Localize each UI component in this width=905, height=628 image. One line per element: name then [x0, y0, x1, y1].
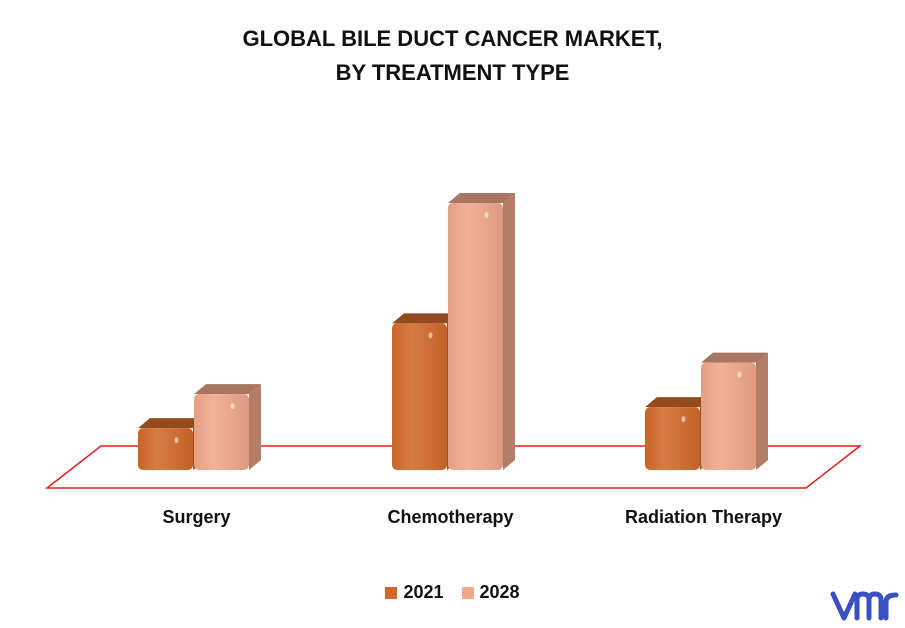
legend-label-2028: 2028	[479, 582, 520, 602]
legend-swatch-2021	[385, 586, 398, 599]
category-label-chemotherapy: Chemotherapy	[387, 507, 513, 527]
legend-item-2021: 2021	[385, 582, 444, 603]
legend: 2021 2028	[0, 582, 905, 603]
legend-item-2028: 2028	[461, 582, 520, 603]
chart-title-line-1: GLOBAL BILE DUCT CANCER MARKET,	[242, 26, 663, 51]
bar-surgery-2028	[194, 384, 261, 470]
chart-floor	[44, 445, 863, 489]
chart-title: GLOBAL BILE DUCT CANCER MARKET, BY TREAT…	[0, 22, 905, 90]
category-label-radiation-therapy: Radiation Therapy	[625, 507, 782, 527]
bar-chemotherapy-2028	[448, 192, 515, 471]
legend-swatch-2028	[461, 586, 474, 599]
chart-title-line-2: BY TREATMENT TYPE	[335, 60, 570, 85]
bar-radiation-therapy-2028	[701, 352, 768, 470]
category-label-surgery: Surgery	[162, 507, 230, 527]
vmr-logo	[830, 591, 899, 621]
legend-label-2021: 2021	[403, 582, 444, 602]
